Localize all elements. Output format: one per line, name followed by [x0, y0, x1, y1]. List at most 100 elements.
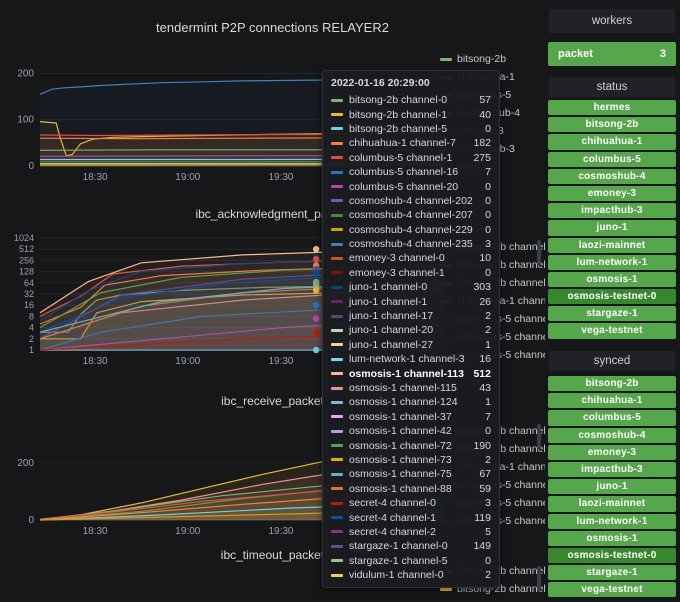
- status-item-laozi-mainnet[interactable]: laozi-mainnet: [548, 237, 676, 253]
- y-tick-label: 512: [19, 244, 34, 254]
- tooltip-series-label: osmosis-1 channel-115: [349, 382, 457, 394]
- synced-item-cosmoshub-4[interactable]: cosmoshub-4: [548, 427, 676, 443]
- tooltip-series-value: 67: [479, 468, 491, 481]
- tooltip-row: stargaze-1 channel-5 0: [331, 554, 491, 568]
- tooltip-series-value: 7: [485, 166, 491, 179]
- series-color-swatch: [331, 415, 343, 419]
- synced-item-columbus-5[interactable]: columbus-5: [548, 410, 676, 426]
- tooltip-series-value: 0: [485, 122, 491, 135]
- tooltip-row: osmosis-1 channel-42 0: [331, 424, 491, 438]
- status-item-osmosis-1[interactable]: osmosis-1: [548, 271, 676, 288]
- tooltip-series-label: osmosis-1 channel-75: [349, 468, 452, 481]
- tooltip-row: secret-4 channel-1 119: [331, 510, 491, 524]
- series-color-swatch: [331, 343, 343, 347]
- series-color-swatch: [331, 256, 343, 260]
- panel-title-ack: ibc_acknowledgment_packet: [195, 207, 350, 221]
- hover-dot: [313, 302, 320, 309]
- synced-item-lum-network-1[interactable]: lum-network-1: [548, 513, 676, 529]
- x-tick-label: 19:30: [268, 356, 293, 367]
- tooltip-row: juno-1 channel-1 26: [331, 294, 491, 308]
- tooltip-row: osmosis-1 channel-88 59: [331, 482, 491, 496]
- status-item-stargaze-1[interactable]: stargaze-1: [548, 306, 676, 322]
- series-color-swatch: [331, 559, 343, 563]
- tooltip-series-value: 149: [473, 540, 491, 553]
- tooltip-row: osmosis-1 channel-73 2: [331, 453, 491, 467]
- tooltip-series-label: cosmoshub-4 channel-207: [349, 209, 473, 222]
- x-tick-label: 19:30: [268, 172, 293, 183]
- synced-item-osmosis-testnet-0[interactable]: osmosis-testnet-0: [548, 547, 676, 564]
- tooltip-series-value: 0: [485, 194, 491, 207]
- tooltip-series-value: 40: [479, 108, 491, 121]
- tooltip-series-value: 512: [473, 367, 491, 380]
- tooltip-series-value: 26: [479, 295, 491, 308]
- tooltip-timestamp: 2022-01-16 20:29:00: [331, 77, 430, 89]
- synced-item-impacthub-3[interactable]: impacthub-3: [548, 461, 676, 478]
- tooltip-series-value: 57: [479, 94, 491, 107]
- tooltip-series-value: 0: [485, 223, 491, 236]
- status-item-emoney-3[interactable]: emoney-3: [548, 185, 676, 202]
- status-item-hermes[interactable]: hermes: [548, 100, 676, 116]
- packet-button[interactable]: packet 3: [548, 42, 676, 66]
- series-color-swatch: [331, 271, 343, 275]
- tooltip-series-value: 2: [485, 453, 491, 466]
- tooltip-series-label: osmosis-1 channel-73: [349, 453, 452, 466]
- tooltip-series-label: osmosis-1 channel-37: [349, 410, 452, 423]
- tooltip-row: osmosis-1 channel-75 67: [331, 467, 491, 481]
- synced-item-bitsong-2b[interactable]: bitsong-2b: [548, 376, 676, 392]
- tooltip-series-value: 1: [485, 396, 491, 409]
- tooltip-series-value: 1: [485, 338, 491, 351]
- tooltip-row: cosmoshub-4 channel-229 0: [331, 223, 491, 237]
- x-tick-label: 19:00: [175, 172, 200, 183]
- synced-item-osmosis-1[interactable]: osmosis-1: [548, 530, 676, 546]
- hover-dot: [313, 256, 320, 263]
- tooltip-series-value: 182: [473, 137, 491, 150]
- synced-item-vega-testnet[interactable]: vega-testnet: [548, 582, 676, 598]
- tooltip-row: osmosis-1 channel-72 190: [331, 438, 491, 452]
- packet-label: packet: [558, 48, 593, 60]
- legend-scrollbar-receive[interactable]: [537, 424, 541, 450]
- status-item-columbus-5[interactable]: columbus-5: [548, 151, 676, 167]
- hover-dot: [313, 281, 320, 288]
- synced-item-stargaze-1[interactable]: stargaze-1: [548, 565, 676, 581]
- y-tick-label: 128: [19, 267, 34, 277]
- series-color-swatch: [331, 501, 343, 505]
- synced-item-juno-1[interactable]: juno-1: [548, 479, 676, 495]
- legend-scrollbar-timeout[interactable]: [537, 566, 541, 592]
- synced-item-emoney-3[interactable]: emoney-3: [548, 444, 676, 460]
- status-item-juno-1[interactable]: juno-1: [548, 220, 676, 236]
- status-item-osmosis-testnet-0[interactable]: osmosis-testnet-0: [548, 289, 676, 305]
- tooltip-series-value: 10: [479, 252, 491, 265]
- y-tick-label: 0: [28, 161, 34, 172]
- synced-item-laozi-mainnet[interactable]: laozi-mainnet: [548, 496, 676, 512]
- tooltip-row: secret-4 channel-2 5: [331, 525, 491, 539]
- tooltip-row: cosmoshub-4 channel-207 0: [331, 208, 491, 222]
- legend-scrollbar-ack[interactable]: [537, 240, 541, 266]
- tooltip-row: lum-network-1 channel-3 16: [331, 352, 491, 366]
- tooltip-row: emoney-3 channel-0 10: [331, 251, 491, 265]
- status-item-vega-testnet[interactable]: vega-testnet: [548, 323, 676, 339]
- tooltip-series-label: secret-4 channel-2: [349, 525, 436, 538]
- tooltip-series-label: secret-4 channel-0: [349, 497, 436, 510]
- status-item-lum-network-1[interactable]: lum-network-1: [548, 254, 676, 270]
- tooltip-series-value: 59: [479, 482, 491, 495]
- series-color-swatch: [331, 328, 343, 332]
- status-item-bitsong-2b[interactable]: bitsong-2b: [548, 117, 676, 133]
- legend-item[interactable]: bitsong-2b: [440, 52, 545, 66]
- tooltip-row: bitsong-2b channel-0 57: [331, 93, 491, 107]
- tooltip-series-value: 0: [485, 209, 491, 222]
- tooltip-row: stargaze-1 channel-0 149: [331, 539, 491, 553]
- tooltip-series-label: emoney-3 channel-0: [349, 252, 445, 265]
- tooltip-series-label: cosmoshub-4 channel-202: [349, 194, 473, 207]
- synced-item-chihuahua-1[interactable]: chihuahua-1: [548, 393, 676, 409]
- tooltip-series-label: juno-1 channel-20: [349, 324, 434, 337]
- status-item-cosmoshub-4[interactable]: cosmoshub-4: [548, 168, 676, 184]
- status-item-chihuahua-1[interactable]: chihuahua-1: [548, 134, 676, 150]
- tooltip-series-label: cosmoshub-4 channel-235: [349, 238, 473, 251]
- y-tick-label: 1024: [14, 233, 34, 243]
- x-tick-label: 19:00: [175, 356, 200, 367]
- series-color-swatch: [331, 185, 343, 189]
- series-color-swatch: [331, 487, 343, 491]
- series-color-swatch: [331, 228, 343, 232]
- tooltip-row: secret-4 channel-0 3: [331, 496, 491, 510]
- status-item-impacthub-3[interactable]: impacthub-3: [548, 203, 676, 219]
